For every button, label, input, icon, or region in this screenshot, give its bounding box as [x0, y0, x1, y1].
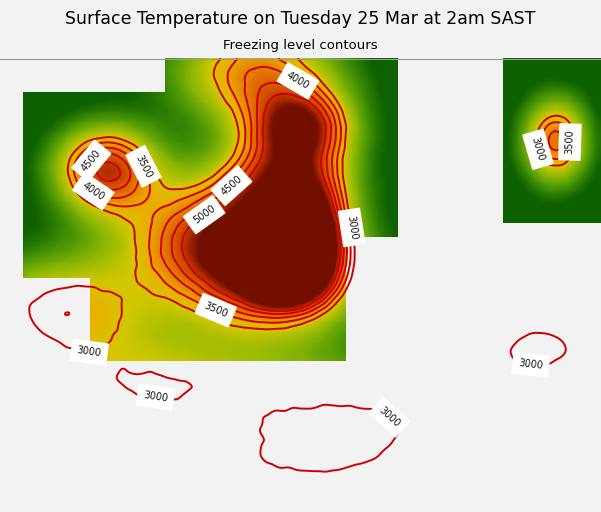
Text: 4000: 4000 [285, 71, 311, 91]
Text: 3000: 3000 [345, 215, 358, 240]
Text: Freezing level contours: Freezing level contours [223, 39, 378, 52]
Text: 3000: 3000 [377, 405, 401, 429]
Text: 3500: 3500 [564, 130, 575, 155]
Text: 3000: 3000 [142, 390, 168, 404]
Text: 4000: 4000 [81, 180, 106, 202]
Text: 3000: 3000 [529, 136, 546, 162]
Text: 3000: 3000 [76, 346, 102, 359]
Text: 5000: 5000 [191, 203, 217, 226]
Text: 4500: 4500 [219, 174, 244, 198]
Text: 4500: 4500 [79, 148, 103, 174]
Text: Surface Temperature on Tuesday 25 Mar at 2am SAST: Surface Temperature on Tuesday 25 Mar at… [66, 10, 535, 28]
Text: 3500: 3500 [203, 301, 229, 319]
Text: 3500: 3500 [133, 153, 153, 180]
Text: 3000: 3000 [518, 358, 543, 371]
